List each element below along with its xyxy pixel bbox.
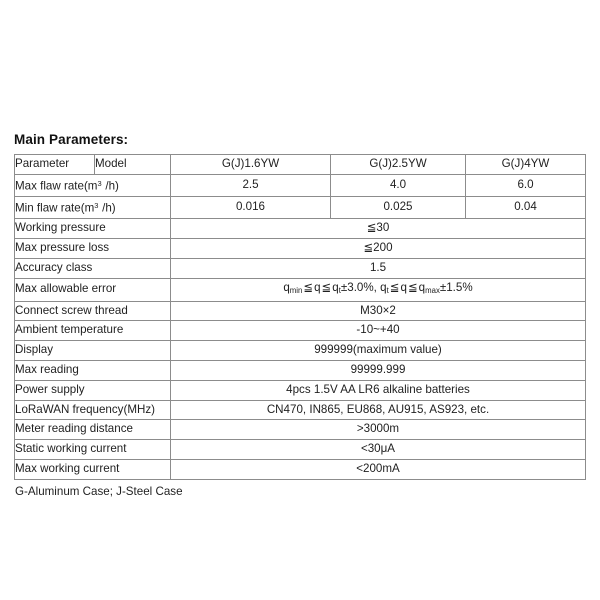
header-parameter: Parameter bbox=[14, 154, 95, 175]
cell-value: >3000m bbox=[170, 419, 586, 441]
page-title: Main Parameters: bbox=[14, 132, 129, 147]
formula-tolerance-1: ±3.0%, bbox=[340, 280, 377, 294]
table-row: Display 999999(maximum value) bbox=[14, 340, 586, 361]
cell-value: 0.04 bbox=[465, 196, 586, 220]
table-row: Max allowable error qmin≦q≦qt±3.0%, qt≦q… bbox=[14, 277, 586, 302]
row-label-min-flaw-rate: Min flaw rate(m3 /h) bbox=[14, 196, 171, 220]
cubic-superscript: 3 bbox=[94, 201, 99, 211]
row-label-working-pressure: Working pressure bbox=[14, 218, 171, 240]
formula-q-5: q bbox=[400, 280, 407, 294]
row-label-max-pressure-loss: Max pressure loss bbox=[14, 238, 171, 259]
formula-le-2: ≦ bbox=[321, 280, 332, 294]
row-label-static-working-current: Static working current bbox=[14, 439, 171, 460]
table-row: Max working current <200mA bbox=[14, 458, 586, 480]
case-material-footnote: G-Aluminum Case; J-Steel Case bbox=[15, 484, 183, 498]
row-label-unit: /h) bbox=[98, 201, 116, 215]
table-row: Working pressure ≦30 bbox=[14, 218, 586, 240]
table-header-row: Parameter Model G(J)1.6YW G(J)2.5YW G(J)… bbox=[14, 154, 586, 175]
formula-le-4: ≦ bbox=[407, 280, 418, 294]
formula-sub-t1: t bbox=[338, 285, 341, 295]
cell-value: 0.025 bbox=[330, 196, 466, 220]
row-label-max-flaw-rate: Max flaw rate(m3 /h) bbox=[14, 173, 171, 198]
formula-tolerance-2: ±1.5% bbox=[439, 280, 473, 294]
row-label-max-allowable-error: Max allowable error bbox=[14, 277, 171, 302]
table-row: Max flaw rate(m3 /h) 2.5 4.0 6.0 bbox=[14, 173, 586, 198]
header-model: Model bbox=[94, 154, 171, 175]
row-label-meter-reading-distance: Meter reading distance bbox=[14, 419, 171, 441]
cell-value: -10~+40 bbox=[170, 320, 586, 342]
cell-value: M30×2 bbox=[170, 300, 586, 322]
table-row: Meter reading distance >3000m bbox=[14, 419, 586, 441]
cell-value: 99999.999 bbox=[170, 359, 586, 381]
formula-q-max: q bbox=[418, 280, 426, 294]
table-row: Ambient temperature -10~+40 bbox=[14, 320, 586, 342]
row-label-max-reading: Max reading bbox=[14, 359, 171, 381]
cubic-superscript: 3 bbox=[97, 178, 102, 188]
formula-le-3: ≦ bbox=[389, 280, 400, 294]
formula-q-2: q bbox=[314, 280, 321, 294]
formula-le-1: ≦ bbox=[303, 280, 314, 294]
cell-value: CN470, IN865, EU868, AU915, AS923, etc. bbox=[170, 399, 586, 421]
table-row: Power supply 4pcs 1.5V AA LR6 alkaline b… bbox=[14, 379, 586, 401]
cell-value: 0.016 bbox=[170, 196, 331, 220]
formula-q-t2: q bbox=[380, 280, 387, 294]
row-label-accuracy-class: Accuracy class bbox=[14, 257, 171, 279]
table-row: Min flaw rate(m3 /h) 0.016 0.025 0.04 bbox=[14, 196, 586, 220]
cell-value: 4pcs 1.5V AA LR6 alkaline batteries bbox=[170, 379, 586, 401]
formula-q-min: q bbox=[283, 280, 290, 294]
row-label-ambient-temperature: Ambient temperature bbox=[14, 320, 171, 342]
header-model-1: G(J)1.6YW bbox=[170, 154, 331, 175]
table-row: Accuracy class 1.5 bbox=[14, 257, 586, 279]
formula-sub-min: min bbox=[289, 285, 303, 295]
cell-value: 1.5 bbox=[170, 257, 586, 279]
cell-value: 999999(maximum value) bbox=[170, 340, 586, 361]
row-label-lorawan-frequency: LoRaWAN frequency(MHz) bbox=[14, 399, 171, 421]
row-label-text: Max flaw rate(m bbox=[15, 179, 98, 193]
formula-sub-max: max bbox=[425, 285, 440, 295]
row-label-power-supply: Power supply bbox=[14, 379, 171, 401]
row-label-display: Display bbox=[14, 340, 171, 361]
header-model-3: G(J)4YW bbox=[465, 154, 586, 175]
row-label-max-working-current: Max working current bbox=[14, 458, 171, 480]
cell-value: 2.5 bbox=[170, 173, 331, 198]
cell-value-formula: qmin≦q≦qt±3.0%, qt≦q≦qmax±1.5% bbox=[170, 277, 586, 302]
table-row: Connect screw thread M30×2 bbox=[14, 300, 586, 322]
cell-value: ≦200 bbox=[170, 238, 586, 259]
header-model-2: G(J)2.5YW bbox=[330, 154, 466, 175]
formula-sub-t2: t bbox=[386, 285, 389, 295]
main-parameters-table: Parameter Model G(J)1.6YW G(J)2.5YW G(J)… bbox=[14, 154, 586, 480]
cell-value: 6.0 bbox=[465, 173, 586, 198]
row-label-connect-screw-thread: Connect screw thread bbox=[14, 300, 171, 322]
formula-q-t1: q bbox=[332, 280, 339, 294]
row-label-unit: /h) bbox=[102, 179, 119, 193]
table-row: Static working current <30μA bbox=[14, 439, 586, 460]
cell-value: 4.0 bbox=[330, 173, 466, 198]
cell-value: <200mA bbox=[170, 458, 586, 480]
table-row: Max reading 99999.999 bbox=[14, 359, 586, 381]
cell-value: ≦30 bbox=[170, 218, 586, 240]
row-label-text: Min flaw rate(m bbox=[15, 201, 95, 215]
table-row: Max pressure loss ≦200 bbox=[14, 238, 586, 259]
cell-value: <30μA bbox=[170, 439, 586, 460]
table-row: LoRaWAN frequency(MHz) CN470, IN865, EU8… bbox=[14, 399, 586, 421]
